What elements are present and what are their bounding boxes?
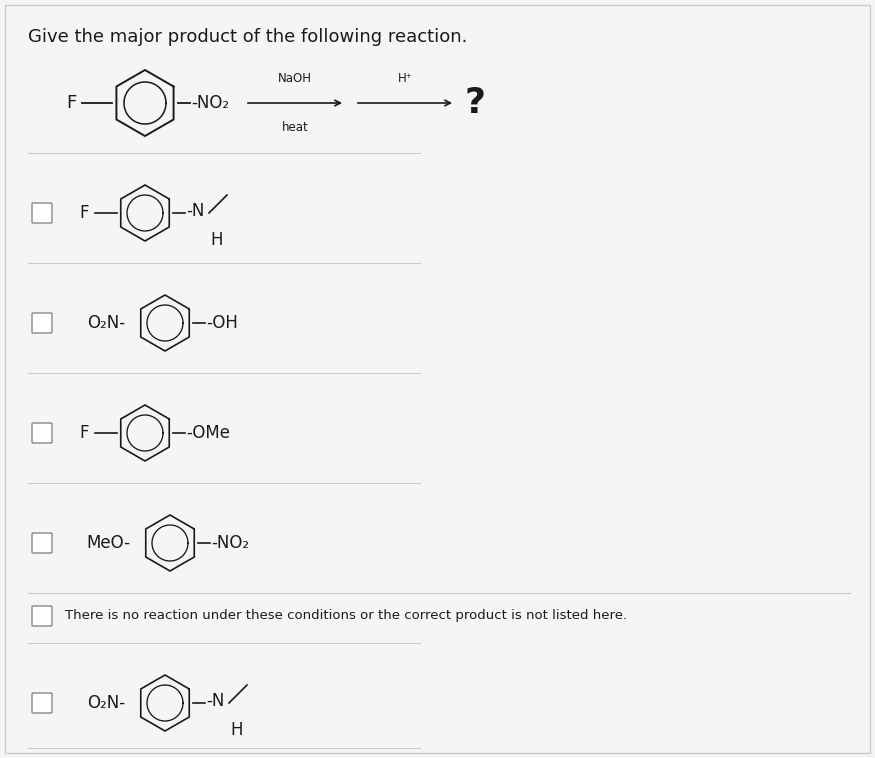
Text: F: F <box>80 424 89 442</box>
Text: Give the major product of the following reaction.: Give the major product of the following … <box>28 28 467 46</box>
Text: F: F <box>80 204 89 222</box>
Text: F: F <box>66 94 77 112</box>
Text: MeO-: MeO- <box>86 534 130 552</box>
Text: ?: ? <box>465 86 486 120</box>
Text: -N: -N <box>186 202 205 220</box>
Text: O₂N-: O₂N- <box>87 314 125 332</box>
FancyBboxPatch shape <box>32 423 52 443</box>
Text: -OH: -OH <box>206 314 238 332</box>
Text: -N: -N <box>206 692 224 710</box>
Text: heat: heat <box>282 121 308 134</box>
Text: -NO₂: -NO₂ <box>191 94 229 112</box>
Text: NaOH: NaOH <box>278 72 312 85</box>
Text: H⁺: H⁺ <box>397 72 412 85</box>
Text: H: H <box>211 231 223 249</box>
Text: There is no reaction under these conditions or the correct product is not listed: There is no reaction under these conditi… <box>65 609 627 622</box>
FancyBboxPatch shape <box>32 606 52 626</box>
FancyBboxPatch shape <box>32 693 52 713</box>
FancyBboxPatch shape <box>32 313 52 333</box>
FancyBboxPatch shape <box>32 533 52 553</box>
Text: -NO₂: -NO₂ <box>211 534 249 552</box>
FancyBboxPatch shape <box>32 203 52 223</box>
Text: H: H <box>231 721 243 739</box>
Text: -OMe: -OMe <box>186 424 230 442</box>
Text: O₂N-: O₂N- <box>87 694 125 712</box>
